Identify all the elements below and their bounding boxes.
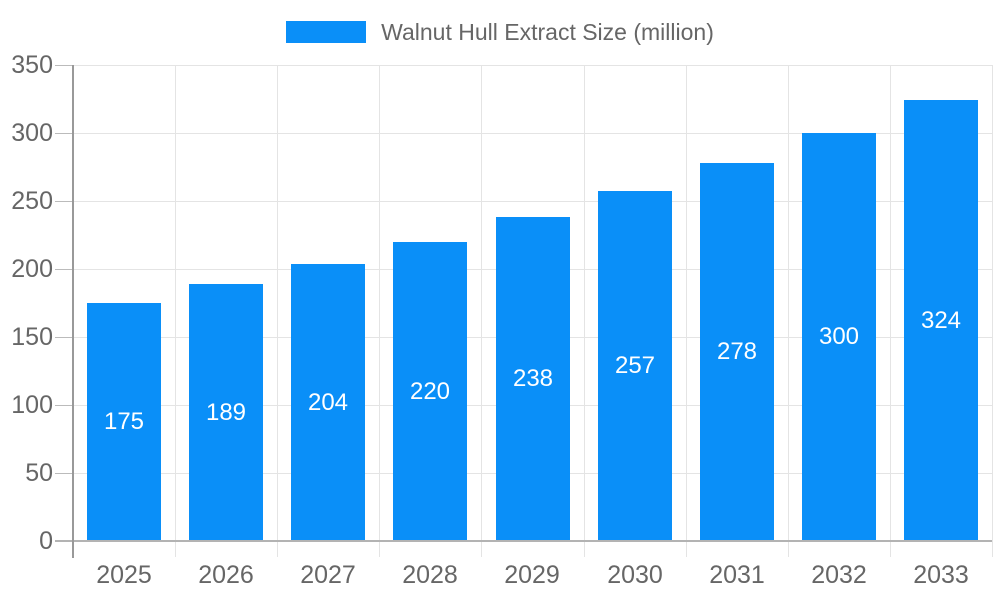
y-tick-label: 200 [11,255,53,283]
x-tick-label: 2031 [709,561,765,589]
x-gridline [788,65,789,557]
y-axis-tick [55,405,73,406]
y-tick-label: 300 [11,119,53,147]
x-tick-label: 2029 [504,561,560,589]
bar-value-label: 220 [409,377,451,405]
y-gridline [73,201,992,202]
bar[interactable]: 300 [802,133,876,541]
legend-label: Walnut Hull Extract Size (million) [381,19,714,45]
y-axis-tick [55,269,73,270]
bar-value-label: 175 [103,408,145,435]
x-tick-label: 2028 [402,561,458,589]
x-gridline [277,65,278,557]
x-gridline [890,65,891,557]
y-axis-tick [55,473,73,474]
bar[interactable]: 257 [598,191,672,541]
y-axis-tick [55,201,73,202]
bar[interactable]: 324 [904,100,978,541]
bar-value-label: 238 [512,365,554,392]
x-gridline [175,65,176,557]
bar[interactable]: 238 [496,217,570,541]
x-gridline [686,65,687,557]
x-tick-label: 2025 [96,561,152,589]
bar-value-label: 324 [920,306,962,334]
x-gridline [584,65,585,557]
y-tick-label: 100 [11,391,53,419]
legend-swatch-icon [286,21,367,43]
x-tick-label: 2027 [300,561,356,589]
bar[interactable]: 220 [393,242,467,541]
y-tick-label: 250 [11,187,53,215]
x-gridline [992,65,993,557]
x-tick-label: 2032 [811,561,867,589]
y-tick-label: 350 [11,51,53,79]
y-axis-tick [55,337,73,338]
y-tick-label: 150 [11,323,53,351]
legend[interactable]: Walnut Hull Extract Size (million) [0,17,1000,47]
bar[interactable]: 175 [87,303,161,541]
bar-value-label: 189 [205,398,247,426]
x-tick-label: 2033 [913,561,969,589]
bar-value-label: 204 [307,388,349,416]
x-axis-line [55,540,992,542]
bar-value-label: 278 [716,338,758,365]
bar[interactable]: 278 [700,163,774,541]
bar[interactable]: 204 [291,264,365,541]
bar-value-label: 300 [818,323,860,350]
y-axis-line [72,65,74,558]
y-gridline [73,133,992,134]
x-gridline [481,65,482,557]
y-gridline [73,65,992,66]
bar-value-label: 257 [614,352,656,379]
x-tick-label: 2026 [198,561,254,589]
y-tick-label: 50 [25,459,53,487]
x-tick-label: 2030 [607,561,663,589]
y-axis-tick [55,133,73,134]
y-tick-label: 0 [39,527,53,555]
x-gridline [379,65,380,557]
bar[interactable]: 189 [189,284,263,541]
y-axis-tick [55,65,73,66]
